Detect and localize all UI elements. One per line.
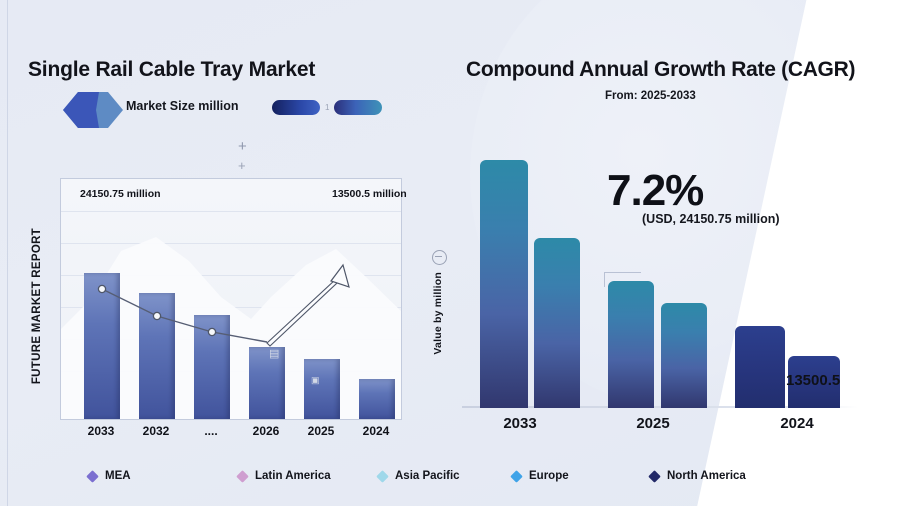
pill-badge-primary: [272, 100, 320, 115]
left-edge-divider: [7, 0, 8, 506]
ghost-table-icon: ▤: [269, 348, 280, 360]
cagr-title: Compound Annual Growth Rate (CAGR): [466, 58, 856, 81]
bar-2025-a: [608, 281, 654, 408]
legend-item-mea[interactable]: MEA: [86, 469, 131, 483]
legend-item-asia-pacific[interactable]: Asia Pacific: [376, 469, 460, 483]
legend-label: MEA: [105, 470, 131, 482]
xtick-right-2024: 2024: [780, 415, 814, 432]
right-chart-data-label: 13500.5: [786, 372, 841, 389]
legend-marker-icon: [648, 469, 661, 483]
plus-icon-lower: +: [238, 158, 246, 173]
xtick-dots: ....: [204, 424, 218, 438]
bar-2024-b: [788, 356, 840, 408]
plus-icon-upper: +: [238, 138, 247, 155]
legend-item-north-america[interactable]: North America: [648, 469, 746, 483]
logo-label: Market Size million: [126, 99, 239, 113]
cagr-note: (USD, 24150.75 million): [642, 212, 780, 226]
right-chart-baseline: [462, 406, 858, 408]
legend-marker-icon: [86, 469, 99, 483]
trend-line: [101, 288, 268, 343]
cagr-subtitle: From: 2025-2033: [605, 90, 696, 102]
gridline: [61, 275, 401, 276]
left-market-size-chart: ▤ ▣: [60, 178, 402, 420]
hexagon-split-icon: [63, 92, 123, 128]
line-marker: [207, 327, 217, 337]
ghost-box-icon: ▣: [311, 375, 320, 385]
left-chart-x-axis: 2033 2032 .... 2026 2025 2024: [60, 424, 400, 442]
xtick-2032: 2032: [142, 424, 170, 438]
xtick-2024: 2024: [362, 424, 390, 438]
xtick-2025: 2025: [307, 424, 335, 438]
growth-arrow-shaft: [266, 279, 338, 347]
right-cagr-chart: 2033 2025 2024: [462, 140, 882, 432]
xtick-2033: 2033: [87, 424, 115, 438]
line-marker: [152, 311, 162, 321]
pill-divider: 1: [325, 103, 330, 112]
pill-badge-secondary: [334, 100, 383, 115]
bar-2025: [304, 359, 340, 419]
gridline: [61, 243, 401, 244]
bar-2033-b: [534, 238, 580, 408]
cagr-value: 7.2%: [607, 166, 704, 215]
xtick-right-2025: 2025: [636, 415, 670, 432]
left-chart-overlay: [97, 263, 350, 347]
legend-label: North America: [667, 470, 746, 482]
bar-2024: [359, 379, 395, 419]
legend-marker-icon: [376, 469, 389, 483]
chart-legend: MEA Latin America Asia Pacific Europe No…: [0, 458, 900, 494]
legend-label: Europe: [529, 470, 569, 482]
legend-label: Latin America: [255, 470, 331, 482]
circle-minus-icon: [432, 250, 447, 265]
bar-2025-b: [661, 303, 707, 408]
xtick-right-2033: 2033: [503, 415, 537, 432]
legend-marker-icon: [236, 469, 249, 483]
legend-marker-icon: [510, 469, 523, 483]
growth-arrow-head: [330, 263, 350, 288]
legend-label: Asia Pacific: [395, 470, 460, 482]
bar-2033-a: [480, 160, 528, 408]
gridline: [61, 211, 401, 212]
left-chart-secondary-axis-label: Value by million: [432, 272, 444, 355]
legend-item-latin-america[interactable]: Latin America: [236, 469, 331, 483]
legend-item-europe[interactable]: Europe: [510, 469, 569, 483]
line-marker: [97, 284, 107, 294]
bar-2024-a: [735, 326, 785, 408]
pill-badge-group: 1: [272, 100, 383, 115]
bar-2026: [249, 347, 285, 419]
left-chart-bars: [61, 179, 401, 419]
left-chart-value-start: 24150.75 million: [80, 188, 161, 200]
bar-2033: [84, 273, 120, 419]
left-chart-y-axis-label: FUTURE MARKET REPORT: [31, 228, 43, 385]
xtick-2026: 2026: [252, 424, 280, 438]
left-chart-value-end: 13500.5 million: [332, 188, 407, 200]
ghost-bracket-icon: [604, 272, 641, 287]
page-title: Single Rail Cable Tray Market: [28, 58, 316, 81]
